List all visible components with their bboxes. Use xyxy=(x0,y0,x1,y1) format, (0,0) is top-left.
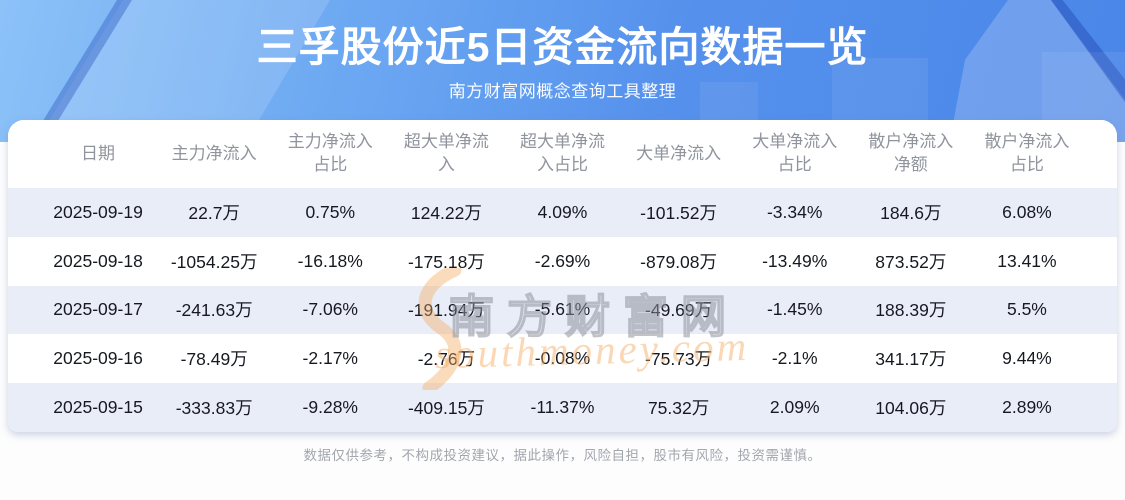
cell-large-order-net-inflow-pct: -13.49% xyxy=(762,250,828,271)
cell-retail-net-inflow-pct: 2.89% xyxy=(1002,397,1052,418)
column-header-retail-net-inflow-pct: 散户净流入 占比 xyxy=(984,132,1070,174)
column-header-large-order-net-inflow: 大单净流入 xyxy=(636,143,722,163)
cell-xl-order-net-inflow-pct: -5.61% xyxy=(534,299,591,320)
cell-large-order-net-inflow: -879.08万 xyxy=(640,251,718,272)
column-header-main-net-inflow: 主力净流入 xyxy=(171,143,257,163)
cell-large-order-net-inflow: -101.52万 xyxy=(640,202,718,223)
cell-date: 2025-09-15 xyxy=(53,397,143,418)
cell-xl-order-net-inflow: -409.15万 xyxy=(407,398,485,419)
cell-retail-net-inflow: 188.39万 xyxy=(875,300,947,321)
table-row: 2025-09-16 -78.49万 -2.17% -2.76万 -0.08% … xyxy=(8,334,1117,384)
cell-retail-net-inflow: 184.6万 xyxy=(880,202,942,223)
table-row: 2025-09-19 22.7万 0.75% 124.22万 4.09% -10… xyxy=(8,188,1117,237)
cell-large-order-net-inflow-pct: -2.1% xyxy=(771,348,818,369)
table-row: 2025-09-15 -333.83万 -9.28% -409.15万 -11.… xyxy=(8,383,1117,432)
cell-large-order-net-inflow: -75.73万 xyxy=(645,349,713,370)
table-row: 2025-09-18 -1054.25万 -16.18% -175.18万 -2… xyxy=(8,236,1117,286)
cell-large-order-net-inflow: 75.32万 xyxy=(647,398,710,419)
cell-large-order-net-inflow: -49.69万 xyxy=(645,300,713,321)
cell-retail-net-inflow-pct: 6.08% xyxy=(1002,201,1052,222)
fund-flow-table: 日期 主力净流入 主力净流入 占比 超大单净流 入 超大单净流 入占比 大单净流… xyxy=(8,120,1117,432)
cell-xl-order-net-inflow-pct: -0.08% xyxy=(534,348,591,369)
cell-retail-net-inflow: 341.17万 xyxy=(875,349,947,370)
cell-main-net-inflow: 22.7万 xyxy=(188,202,240,223)
cell-retail-net-inflow-pct: 9.44% xyxy=(1002,348,1052,369)
column-header-date: 日期 xyxy=(81,143,116,163)
page-title: 三孚股份近5日资金流向数据一览 xyxy=(256,24,869,70)
cell-xl-order-net-inflow-pct: 4.09% xyxy=(537,201,588,222)
cell-retail-net-inflow-pct: 13.41% xyxy=(997,250,1057,271)
cell-main-net-inflow-pct: 0.75% xyxy=(305,201,356,222)
table-row: 2025-09-17 -241.63万 -7.06% -191.94万 -5.6… xyxy=(8,285,1117,335)
cell-main-net-inflow-pct: -7.06% xyxy=(302,299,358,320)
page-subtitle: 南方财富网概念查询工具整理 xyxy=(448,82,677,101)
column-header-retail-net-inflow: 散户净流入 净额 xyxy=(868,132,954,174)
cell-main-net-inflow: -333.83万 xyxy=(175,398,253,419)
fund-flow-table-card: 日期 主力净流入 主力净流入 占比 超大单净流 入 超大单净流 入占比 大单净流… xyxy=(8,120,1117,432)
column-header-large-order-net-inflow-pct: 大单净流入 占比 xyxy=(752,132,838,174)
cell-date: 2025-09-17 xyxy=(53,299,143,320)
cell-main-net-inflow: -78.49万 xyxy=(180,349,248,370)
column-header-xl-order-net-inflow: 超大单净流 入 xyxy=(403,132,489,174)
table-header-row: 日期 主力净流入 主力净流入 占比 超大单净流 入 超大单净流 入占比 大单净流… xyxy=(8,120,1117,188)
cell-date: 2025-09-18 xyxy=(53,250,143,271)
cell-main-net-inflow-pct: -16.18% xyxy=(297,250,363,271)
cell-date: 2025-09-19 xyxy=(53,201,143,222)
column-header-main-net-inflow-pct: 主力净流入 占比 xyxy=(287,132,373,174)
disclaimer-text: 数据仅供参考，不构成投资建议，据此操作，风险自担，股市有风险，投资需谨慎。 xyxy=(303,448,822,463)
cell-large-order-net-inflow-pct: -3.34% xyxy=(766,201,823,222)
cell-main-net-inflow: -241.63万 xyxy=(175,300,253,321)
cell-main-net-inflow: -1054.25万 xyxy=(170,251,258,272)
cell-retail-net-inflow: 104.06万 xyxy=(875,398,947,419)
cell-retail-net-inflow-pct: 5.5% xyxy=(1006,299,1047,320)
cell-xl-order-net-inflow: 124.22万 xyxy=(410,202,482,223)
cell-large-order-net-inflow-pct: -1.45% xyxy=(766,299,823,320)
cell-date: 2025-09-16 xyxy=(53,348,143,369)
cell-retail-net-inflow: 873.52万 xyxy=(875,251,947,272)
cell-main-net-inflow-pct: -2.17% xyxy=(302,348,358,369)
cell-xl-order-net-inflow-pct: -2.69% xyxy=(534,250,591,271)
cell-xl-order-net-inflow-pct: -11.37% xyxy=(530,397,595,418)
cell-main-net-inflow-pct: -9.28% xyxy=(302,397,358,418)
cell-xl-order-net-inflow: -175.18万 xyxy=(407,251,485,272)
cell-xl-order-net-inflow: -2.76万 xyxy=(417,349,476,370)
cell-large-order-net-inflow-pct: 2.09% xyxy=(769,397,820,418)
column-header-xl-order-net-inflow-pct: 超大单净流 入占比 xyxy=(519,132,605,174)
cell-xl-order-net-inflow: -191.94万 xyxy=(407,300,485,321)
